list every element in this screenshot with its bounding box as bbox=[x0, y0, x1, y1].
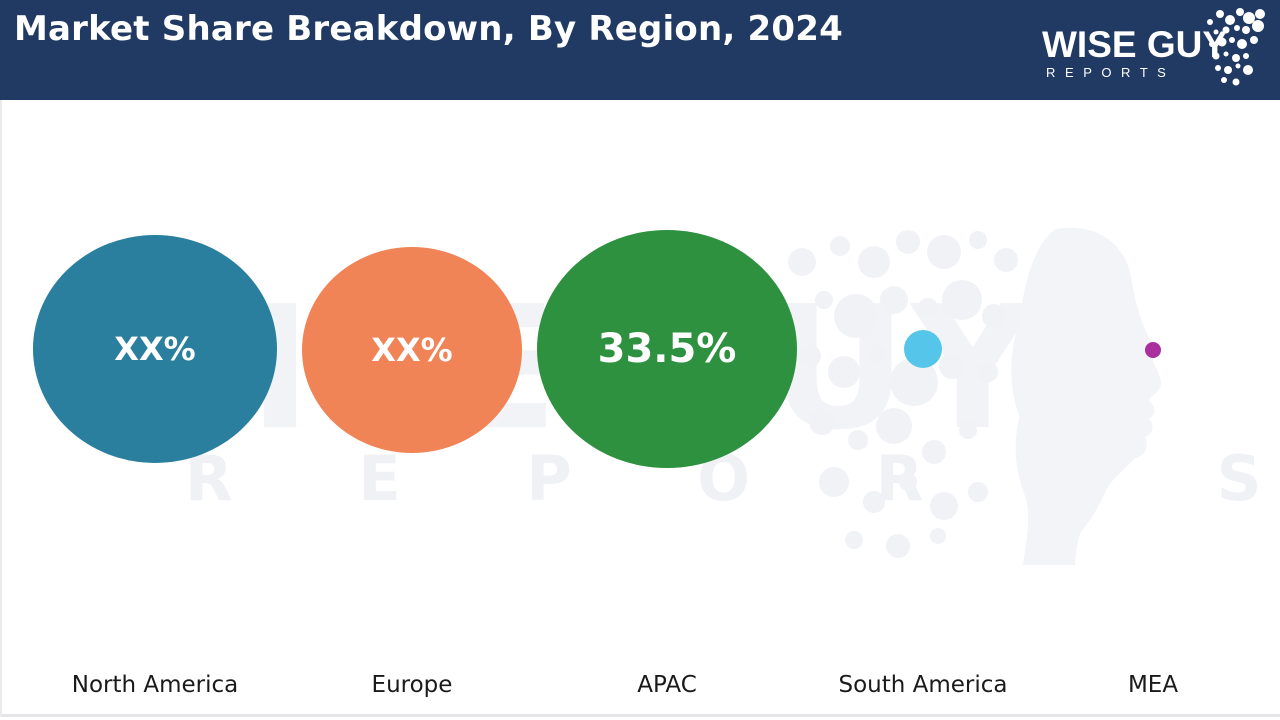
category-label-apac: APAC bbox=[637, 672, 697, 698]
category-label-south-america: South America bbox=[838, 672, 1008, 698]
logo-dots-icon bbox=[1207, 8, 1265, 86]
bubble-apac: 33.5% bbox=[537, 230, 797, 468]
bubble-value: 33.5% bbox=[597, 326, 737, 372]
watermark-reports-text: R E P O R T S bbox=[185, 442, 1280, 515]
bottom-divider bbox=[2, 714, 1280, 717]
logo-subtitle-text: R E P O R T S bbox=[1046, 65, 1169, 80]
watermark-face-icon bbox=[1011, 227, 1161, 565]
bubble-mea bbox=[1145, 342, 1161, 358]
watermark-dots-icon bbox=[788, 230, 1018, 558]
bubble-north-america: XX% bbox=[33, 235, 277, 463]
bubble-value: XX% bbox=[371, 331, 453, 369]
category-label-europe: Europe bbox=[371, 672, 453, 698]
wiseguy-logo: WISE GUY R E P O R T S bbox=[1042, 8, 1265, 86]
bubble-value: XX% bbox=[114, 330, 196, 368]
logo-name-text: WISE GUY bbox=[1042, 24, 1227, 65]
category-label-north-america: North America bbox=[71, 672, 239, 698]
bubble-south-america bbox=[904, 330, 942, 368]
chart-area: WISE GUY R E P O R T S XX%XX%33.5% North… bbox=[0, 100, 1280, 717]
page-title: Market Share Breakdown, By Region, 2024 bbox=[14, 9, 843, 49]
header-bar: Market Share Breakdown, By Region, 2024 … bbox=[0, 0, 1280, 100]
bubble-europe: XX% bbox=[302, 247, 522, 453]
category-label-mea: MEA bbox=[1127, 672, 1179, 698]
